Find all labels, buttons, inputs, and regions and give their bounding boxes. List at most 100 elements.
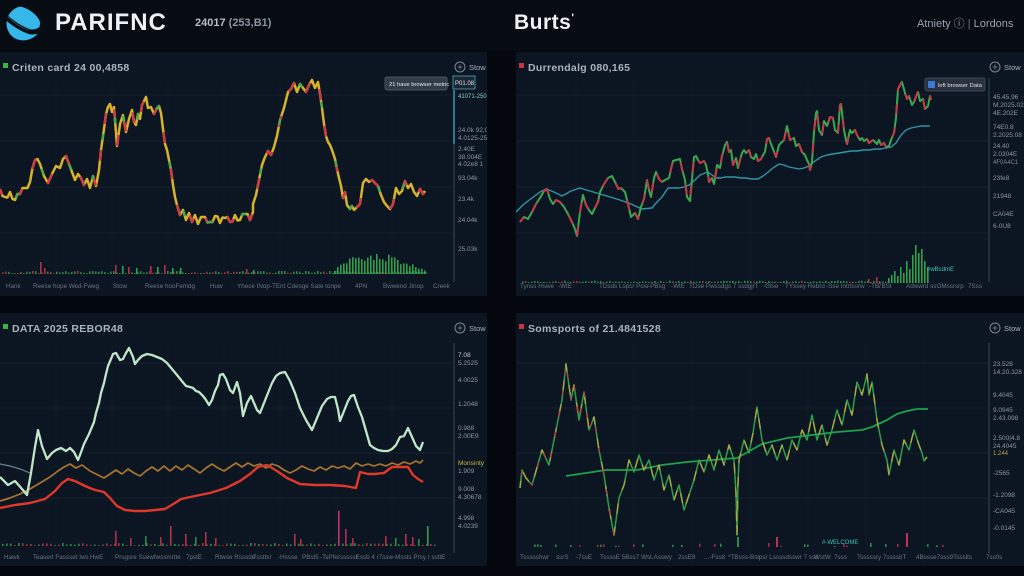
svg-text:24.0k 92,08: 24.0k 92,08: [458, 127, 487, 134]
svg-text:1.2048: 1.2048: [458, 401, 478, 408]
svg-text:Reese hooFemdg: Reese hooFemdg: [145, 283, 196, 290]
svg-text:4F0A4C1: 4F0A4C1: [993, 160, 1019, 166]
svg-text:2.0304E: 2.0304E: [993, 151, 1018, 158]
svg-text:7ss0s: 7ss0s: [986, 554, 1002, 561]
svg-text:-7ssE: -7ssE: [576, 554, 592, 561]
svg-text:-WtE: -WtE: [558, 283, 572, 290]
svg-text:#wBcdmE: #wBcdmE: [927, 267, 954, 273]
svg-text:Criten card 24 00,4858: Criten card 24 00,4858: [12, 62, 130, 74]
svg-text:left browser Data: left browser Data: [938, 83, 983, 89]
svg-text:4.30678: 4.30678: [458, 494, 482, 501]
svg-text:I ssttE: I ssttE: [428, 554, 446, 561]
svg-text:7.08: 7.08: [458, 352, 471, 359]
svg-text:7BSt: 7BSt: [878, 283, 892, 290]
svg-text:Monsinty: Monsinty: [458, 460, 485, 467]
svg-text:4E.202E: 4E.202E: [993, 110, 1019, 117]
svg-text:Creek: Creek: [433, 283, 451, 290]
svg-text:Hawk: Hawk: [4, 554, 21, 561]
svg-text:TYssey Rebrd: TYssey Rebrd: [785, 283, 825, 290]
svg-text:Stow: Stow: [113, 283, 127, 290]
svg-text:Hank: Hank: [6, 283, 22, 290]
svg-text:Stow: Stow: [1004, 63, 1021, 72]
svg-text:6-0U8: 6-0U8: [993, 223, 1011, 230]
svg-text:2ssE8: 2ssE8: [678, 554, 696, 561]
svg-text:7sss: 7sss: [834, 554, 847, 561]
svg-text:45.45,96: 45.45,96: [993, 94, 1019, 101]
svg-text:23.528: 23.528: [993, 361, 1013, 368]
svg-text:2.2025.08: 2.2025.08: [993, 132, 1022, 139]
svg-text:2.40E: 2.40E: [458, 146, 476, 153]
svg-text:1.909: 1.909: [458, 468, 475, 475]
svg-text:23.4k: 23.4k: [458, 196, 475, 203]
svg-text:Rtwse Rsssde: Rtwse Rsssde: [215, 554, 256, 561]
svg-text:38.004E: 38.004E: [458, 154, 483, 161]
svg-text:Yhece INop-TEnt Cdesge Sate to: Yhece INop-TEnt Cdesge Sate tonpe: [237, 283, 341, 290]
svg-text:-Sse Intrtssrw: -Sse Intrtssrw: [826, 283, 865, 290]
svg-text:9.4045: 9.4045: [993, 392, 1013, 399]
svg-text:-1.2098: -1.2098: [993, 492, 1015, 499]
svg-text:Tsssssry 7ssssbT: Tsssssry 7ssssbT: [857, 554, 906, 561]
svg-text:P01.08: P01.08: [455, 81, 475, 87]
svg-text:Tynss Hswe: Tynss Hswe: [520, 283, 554, 290]
svg-text:-2565: -2565: [993, 470, 1010, 477]
svg-text:74E0.8: 74E0.8: [993, 124, 1014, 131]
svg-text:25.03k: 25.03k: [458, 246, 478, 253]
svg-text:Durrendalg 080,165: Durrendalg 080,165: [528, 62, 630, 74]
svg-text:4.0025: 4.0025: [458, 377, 478, 384]
svg-text:21948: 21948: [993, 193, 1011, 200]
svg-text:9.008: 9.008: [458, 486, 475, 493]
svg-text:4Bssse7sss9Tssslts: 4Bssse7sss9Tssslts: [916, 554, 972, 561]
svg-text:7ssttsr: 7ssttsr: [253, 554, 272, 561]
svg-text:M.2025.02: M.2025.02: [993, 102, 1024, 109]
svg-text:0.988: 0.988: [458, 425, 475, 432]
svg-text:...-Fss8: ...-Fss8: [704, 554, 725, 561]
svg-text:Teasert Fassset Iws: Teasert Fassset Iws: [33, 554, 89, 561]
svg-text:#-WELCOME: #-WELCOME: [822, 540, 858, 546]
svg-text:-WtE: -WtE: [671, 283, 685, 290]
svg-text:TDse Pwssdgs 7 ssdgjrT: TDse Pwssdgs 7 ssdgjrT: [689, 283, 759, 290]
svg-text:4.0125-2508: 4.0125-2508: [458, 135, 487, 142]
svg-text:CA04E: CA04E: [993, 211, 1014, 218]
svg-text:5.2525: 5.2525: [458, 360, 478, 367]
svg-text:2.00E9: 2.00E9: [458, 433, 479, 440]
svg-text:4.02e8 1: 4.02e8 1: [458, 161, 484, 168]
svg-text:23fe8: 23fe8: [993, 175, 1010, 182]
svg-text:4.998: 4.998: [458, 515, 475, 522]
svg-text:41071-2508: 41071-2508: [458, 94, 487, 100]
svg-text:Stow: Stow: [469, 63, 486, 72]
svg-text:PBst5: PBst5: [302, 554, 319, 561]
svg-text:-TB: -TB: [869, 283, 879, 290]
svg-text:24.04k: 24.04k: [458, 217, 478, 224]
svg-text:WstW: WstW: [814, 554, 831, 561]
svg-text:9.0945: 9.0945: [993, 407, 1013, 414]
svg-text:Tssssshwr: Tssssshwr: [520, 554, 549, 561]
svg-text:HwE: HwE: [90, 554, 103, 561]
svg-text:2.500|4.8: 2.500|4.8: [993, 435, 1020, 442]
svg-text:Bwwend Jinop: Bwwend Jinop: [383, 283, 424, 290]
svg-text:14.20.328: 14.20.328: [993, 369, 1022, 376]
svg-text:Prsgsre Ssewfwssmrtte: Prsgsre Ssewfwssmrtte: [115, 554, 181, 561]
svg-text:-0.0145: -0.0145: [993, 525, 1015, 532]
svg-text:Stow: Stow: [469, 324, 486, 333]
svg-text:24.40: 24.40: [993, 143, 1010, 150]
svg-text:4.0239: 4.0239: [458, 523, 478, 530]
svg-text:7Sss: 7Sss: [968, 283, 982, 290]
svg-text:-Gtse: -Gtse: [763, 283, 779, 290]
svg-text:93.04k: 93.04k: [458, 175, 478, 182]
svg-text:21 have browser metric: 21 have browser metric: [389, 82, 449, 88]
svg-text:DATA 2025 REBOR48: DATA 2025 REBOR48: [12, 323, 123, 335]
svg-text:Adwwrd ssOMssrsrp: Adwwrd ssOMssrsrp: [906, 283, 964, 290]
svg-text:TDsds Lspcr Posr: TDsds Lspcr Posr: [599, 283, 649, 290]
svg-text:-PBsg: -PBsg: [648, 283, 666, 290]
svg-text:-TsPfersssssE: -TsPfersssssE: [320, 554, 360, 561]
svg-text:*TBsss-Bslpsr Lssssdsswr 7 sss: *TBsss-Bslpsr Lssssdsswr 7 sss: [728, 554, 818, 561]
svg-text:1.244: 1.244: [993, 451, 1009, 457]
svg-text:4PN: 4PN: [355, 283, 368, 290]
svg-text:7pstE: 7pstE: [186, 554, 202, 561]
svg-text:Somsports of 21.4841528: Somsports of 21.4841528: [528, 323, 661, 335]
svg-text:24.4045: 24.4045: [993, 443, 1017, 450]
svg-text:Reese hope Wed-Fweg: Reese hope Wed-Fweg: [33, 283, 100, 290]
svg-text:TssssE 5Bss7 Wst.Asswy: TssssE 5Bss7 Wst.Asswy: [600, 554, 673, 561]
svg-text:Fssb 4 r7ssw-Mssts Prsy: Fssb 4 r7ssw-Mssts Prsy: [356, 554, 427, 561]
svg-text:Huw: Huw: [210, 283, 223, 290]
